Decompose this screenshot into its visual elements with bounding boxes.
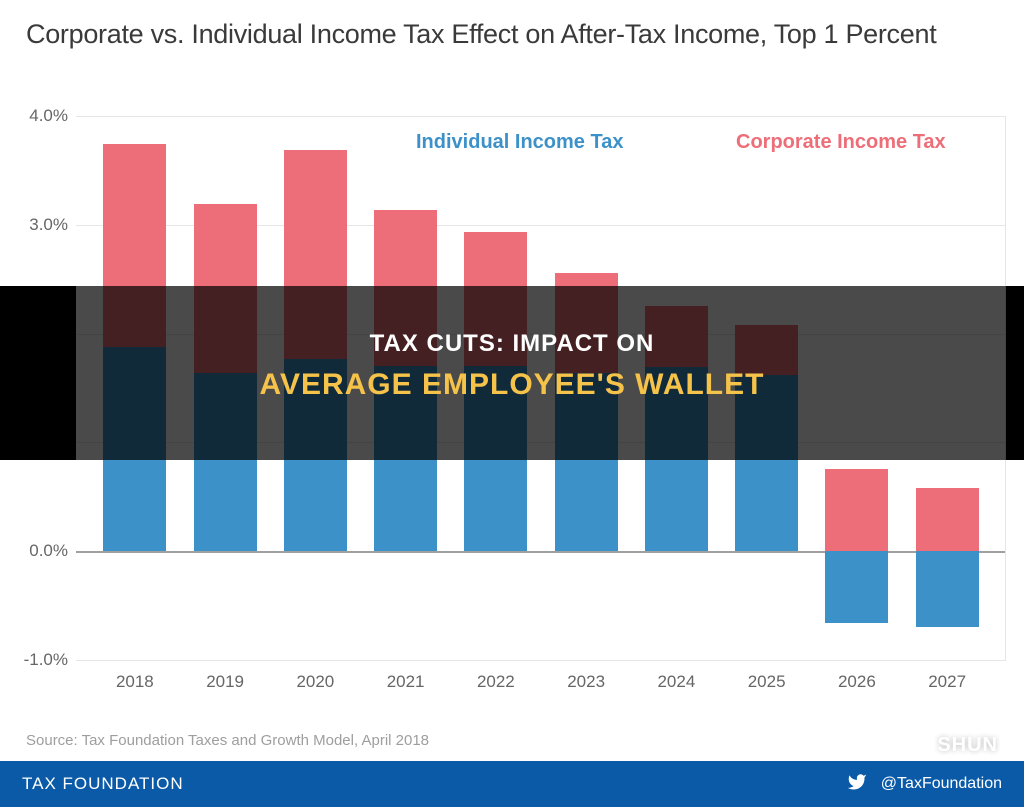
legend-corporate: Corporate Income Tax bbox=[736, 131, 946, 154]
bar-individual bbox=[825, 551, 888, 623]
x-axis-label: 2026 bbox=[838, 672, 876, 692]
chart-title: Corporate vs. Individual Income Tax Effe… bbox=[26, 18, 998, 52]
x-axis-label: 2018 bbox=[116, 672, 154, 692]
footer-right: @TaxFoundation bbox=[847, 772, 1002, 797]
y-axis-label: -1.0% bbox=[14, 650, 68, 670]
twitter-icon bbox=[847, 772, 867, 797]
x-axis-label: 2023 bbox=[567, 672, 605, 692]
bar-corporate bbox=[916, 488, 979, 551]
page-root: { "title": "Corporate vs. Individual Inc… bbox=[0, 0, 1024, 807]
y-axis-label: 3.0% bbox=[14, 215, 68, 235]
overlay-line1: TAX CUTS: IMPACT ON bbox=[0, 330, 1024, 358]
x-axis-label: 2025 bbox=[748, 672, 786, 692]
x-axis-label: 2020 bbox=[296, 672, 334, 692]
y-axis-label: 0.0% bbox=[14, 541, 68, 561]
x-axis-label: 2027 bbox=[928, 672, 966, 692]
legend-individual: Individual Income Tax bbox=[416, 131, 623, 154]
watermark: SHUN bbox=[937, 734, 998, 757]
footer-bar: TAX FOUNDATION @TaxFoundation bbox=[0, 761, 1024, 807]
x-axis-label: 2024 bbox=[657, 672, 695, 692]
x-axis-label: 2021 bbox=[387, 672, 425, 692]
bar-individual bbox=[916, 551, 979, 627]
y-axis-label: 4.0% bbox=[14, 106, 68, 126]
x-axis-label: 2022 bbox=[477, 672, 515, 692]
footer-brand: TAX FOUNDATION bbox=[22, 774, 184, 794]
bar-corporate bbox=[825, 469, 888, 552]
x-axis-label: 2019 bbox=[206, 672, 244, 692]
source-caption: Source: Tax Foundation Taxes and Growth … bbox=[26, 732, 429, 749]
overlay-line2: AVERAGE EMPLOYEE'S WALLET bbox=[0, 368, 1024, 402]
footer-handle: @TaxFoundation bbox=[881, 775, 1002, 793]
title-area: Corporate vs. Individual Income Tax Effe… bbox=[0, 0, 1024, 62]
